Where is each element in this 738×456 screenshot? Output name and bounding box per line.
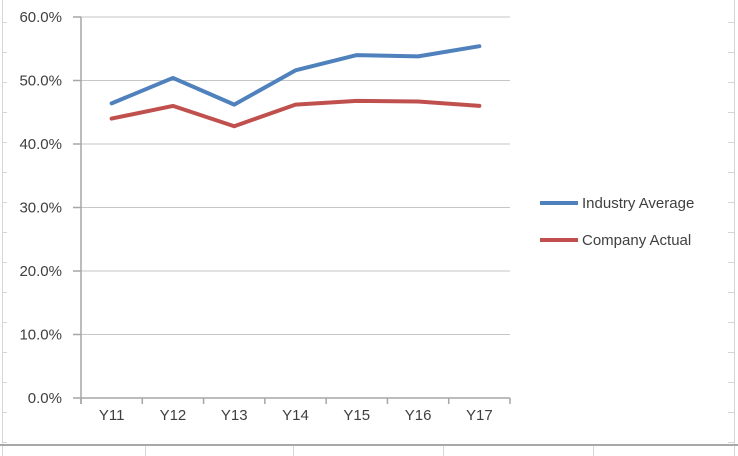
- worksheet-row-gridline-stub: [2, 232, 7, 233]
- legend-label: Company Actual: [582, 232, 691, 249]
- x-axis-tick-label: Y13: [221, 407, 248, 424]
- worksheet-row-gridline-stub: [2, 112, 7, 113]
- y-axis-tick-label: 40.0%: [19, 136, 62, 153]
- worksheet-row-gridline-stub: [2, 352, 7, 353]
- x-axis-tick-label: Y11: [99, 407, 125, 424]
- worksheet-row-gridline-stub: [728, 112, 734, 113]
- chart-object-border: [0, 444, 738, 446]
- x-axis-tick-label: Y17: [466, 407, 493, 424]
- worksheet-row-gridline-stub: [728, 322, 734, 323]
- worksheet-row-gridline-stub: [728, 142, 734, 143]
- worksheet-row-gridline-stub: [728, 172, 734, 173]
- x-axis-tick-label: Y12: [160, 407, 187, 424]
- worksheet-row-gridline-stub: [2, 262, 7, 263]
- y-axis-tick-label: 50.0%: [19, 73, 62, 90]
- y-axis-tick-label: 60.0%: [19, 9, 62, 26]
- worksheet-row-gridline-stub: [728, 412, 734, 413]
- worksheet-row-gridline-stub: [2, 382, 7, 383]
- worksheet-row-gridline-stub: [2, 82, 7, 83]
- worksheet-row-gridline-stub: [728, 22, 734, 23]
- y-axis-tick-label: 0.0%: [28, 390, 62, 407]
- worksheet-column-gridline-right: [734, 0, 735, 456]
- worksheet-row-gridline-stub: [728, 352, 734, 353]
- worksheet-row-gridline-stub: [728, 292, 734, 293]
- worksheet-row-gridline-stub: [728, 382, 734, 383]
- gridlines: [81, 16, 510, 335]
- worksheet-row-gridline-stub: [2, 142, 7, 143]
- worksheet-row-gridline-stub: [2, 322, 7, 323]
- worksheet-row-gridline-stub: [2, 202, 7, 203]
- worksheet-row-gridline-stub: [728, 52, 734, 53]
- legend-item-industry-average[interactable]: Industry Average: [540, 195, 694, 212]
- legend-item-company-actual[interactable]: Company Actual: [540, 232, 691, 249]
- x-axis-tick-label: Y15: [343, 407, 370, 424]
- axis-labels: 0.0% 10.0% 20.0% 30.0% 40.0% 50.0% 60.0% Y11 Y12…: [19, 9, 492, 424]
- worksheet-column-gridline: [145, 446, 146, 456]
- worksheet-column-gridline: [293, 446, 294, 456]
- legend-label: Industry Average: [582, 195, 694, 212]
- x-axis-tick-label: Y14: [282, 407, 309, 424]
- worksheet-row-gridline-stub: [2, 172, 7, 173]
- worksheet-column-gridline: [593, 446, 594, 456]
- worksheet-row-gridline-stub: [2, 412, 7, 413]
- industry-average-series-line[interactable]: [109, 44, 482, 107]
- y-axis-tick-label: 30.0%: [19, 200, 62, 217]
- worksheet-row-gridline-stub: [728, 82, 734, 83]
- worksheet-row-gridline-stub: [2, 22, 7, 23]
- worksheet-row-gridline-stub: [2, 52, 7, 53]
- worksheet-row-gridline-stub: [728, 202, 734, 203]
- worksheet-column-gridline-left: [2, 0, 3, 456]
- y-axis-tick-label: 20.0%: [19, 263, 62, 280]
- company-actual-series-line[interactable]: [109, 98, 482, 129]
- worksheet-row-gridline-stub: [2, 292, 7, 293]
- y-axis-tick-label: 10.0%: [19, 327, 62, 344]
- worksheet-column-gridline: [443, 446, 444, 456]
- x-axis-tick-label: Y16: [405, 407, 432, 424]
- worksheet-row-gridline-stub: [2, 442, 7, 443]
- axes: [73, 16, 511, 404]
- worksheet-row-gridline-stub: [728, 232, 734, 233]
- worksheet-row-gridline-stub: [728, 262, 734, 263]
- worksheet-row-gridline-stub: [728, 442, 734, 443]
- series: [109, 44, 482, 129]
- legend[interactable]: Industry Average Company Actual: [540, 195, 694, 249]
